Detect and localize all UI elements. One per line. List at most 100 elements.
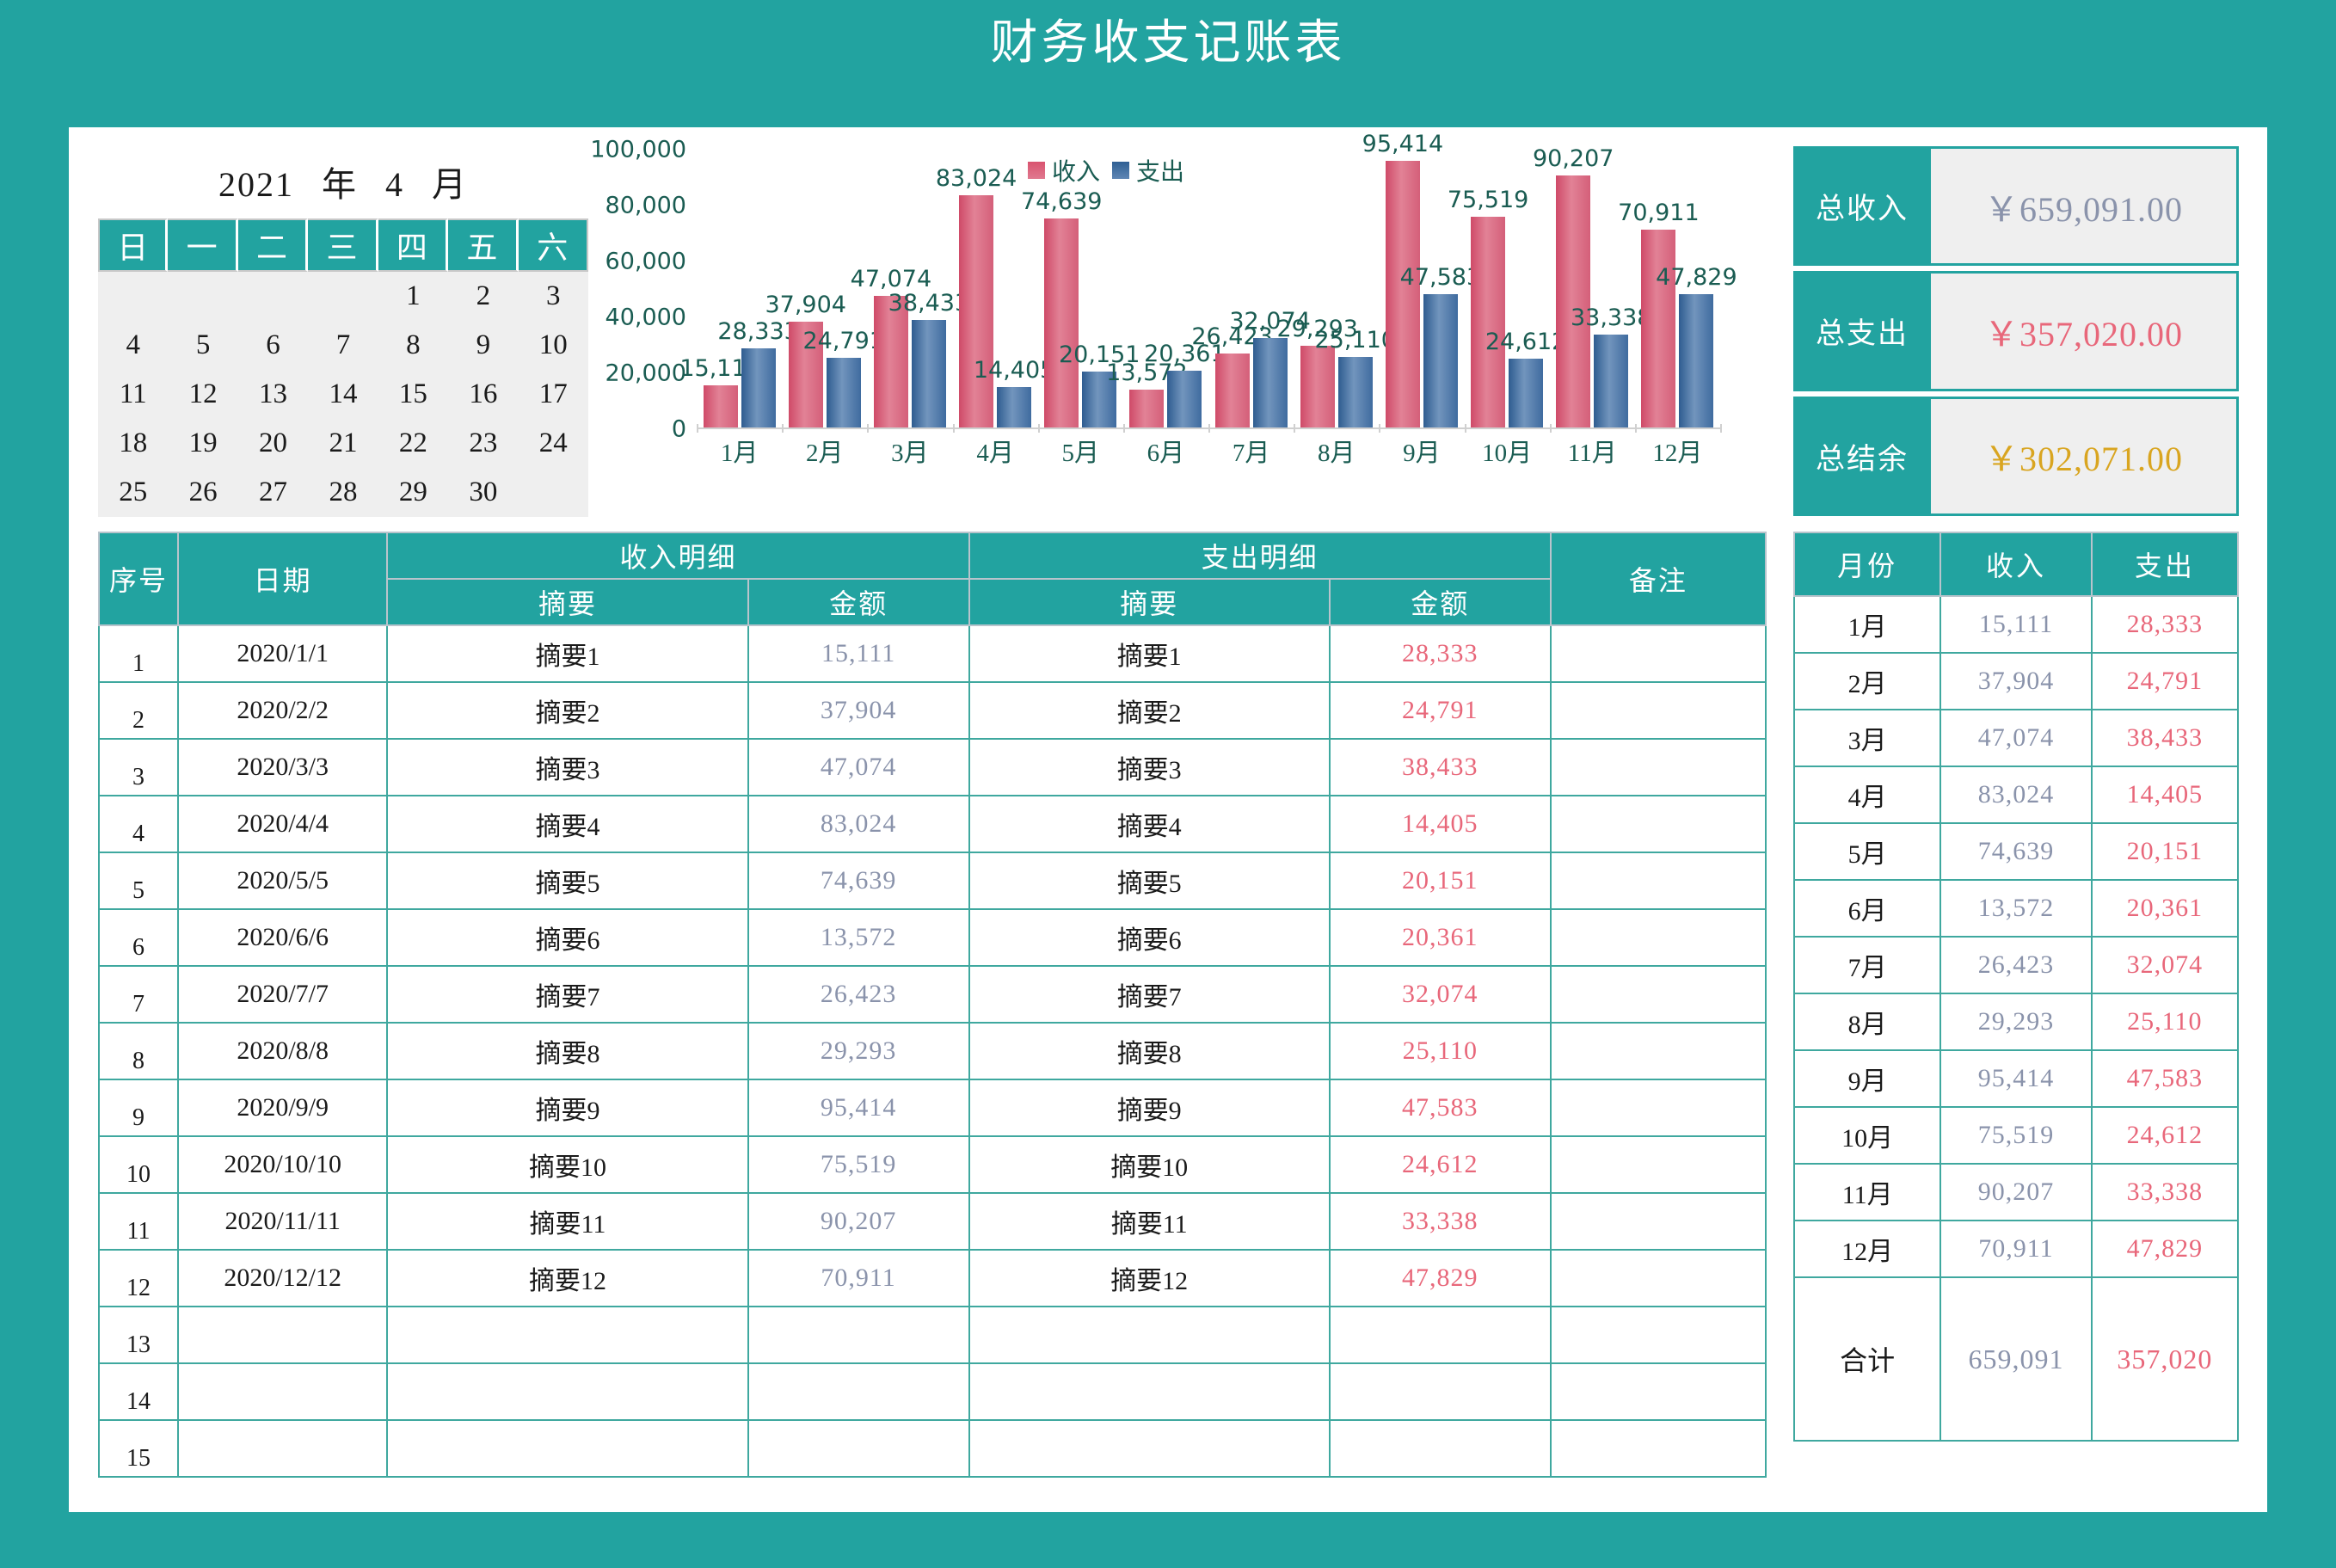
cell-date[interactable] <box>176 1419 389 1478</box>
calendar-day-7[interactable]: 7 <box>308 321 378 370</box>
cell-date[interactable]: 2020/7/7 <box>176 965 389 1024</box>
calendar-day-18[interactable]: 18 <box>98 419 169 468</box>
calendar-day-26[interactable]: 26 <box>168 468 238 517</box>
calendar-day-27[interactable]: 27 <box>237 468 309 517</box>
calendar-day-29[interactable]: 29 <box>378 468 449 517</box>
cell-date[interactable]: 2020/12/12 <box>176 1249 389 1307</box>
cell-note[interactable] <box>1549 1249 1767 1307</box>
cell-expense-summary[interactable]: 摘要9 <box>968 1079 1331 1137</box>
cell-income-summary[interactable] <box>386 1419 749 1478</box>
cell-income-amount[interactable]: 74,639 <box>747 852 970 910</box>
cell-income-amount[interactable]: 83,024 <box>747 795 970 853</box>
cell-income-summary[interactable]: 摘要9 <box>386 1079 749 1137</box>
cell-expense-summary[interactable]: 摘要2 <box>968 681 1331 740</box>
cell-date[interactable] <box>176 1306 389 1364</box>
cell-expense-summary[interactable] <box>968 1419 1331 1478</box>
cell-note[interactable] <box>1549 852 1767 910</box>
cell-note[interactable] <box>1549 908 1767 967</box>
calendar-day-23[interactable]: 23 <box>448 419 519 468</box>
cell-income-summary[interactable]: 摘要5 <box>386 852 749 910</box>
calendar-day-3[interactable]: 3 <box>518 272 588 321</box>
calendar-day-12[interactable]: 12 <box>168 370 238 419</box>
calendar-day-30[interactable]: 30 <box>448 468 519 517</box>
calendar-day-2[interactable]: 2 <box>448 272 519 321</box>
cell-note[interactable] <box>1549 1419 1767 1478</box>
calendar-day-4[interactable]: 4 <box>98 321 169 370</box>
cell-date[interactable]: 2020/3/3 <box>176 738 389 796</box>
cell-expense-amount[interactable]: 47,583 <box>1328 1079 1552 1137</box>
calendar-day-10[interactable]: 10 <box>518 321 588 370</box>
cell-expense-amount[interactable]: 14,405 <box>1328 795 1552 853</box>
cell-income-summary[interactable]: 摘要4 <box>386 795 749 853</box>
cell-income-summary[interactable] <box>386 1306 749 1364</box>
cell-note[interactable] <box>1549 965 1767 1024</box>
cell-expense-amount[interactable]: 24,612 <box>1328 1135 1552 1194</box>
calendar-day-15[interactable]: 15 <box>378 370 449 419</box>
cell-expense-amount[interactable]: 25,110 <box>1328 1022 1552 1080</box>
calendar-day-16[interactable]: 16 <box>448 370 519 419</box>
cell-expense-amount[interactable] <box>1328 1362 1552 1421</box>
calendar-day-17[interactable]: 17 <box>518 370 588 419</box>
cell-note[interactable] <box>1549 624 1767 683</box>
cell-expense-summary[interactable]: 摘要4 <box>968 795 1331 853</box>
cell-expense-amount[interactable]: 33,338 <box>1328 1192 1552 1251</box>
cell-date[interactable]: 2020/5/5 <box>176 852 389 910</box>
cell-expense-summary[interactable]: 摘要1 <box>968 624 1331 683</box>
cell-date[interactable]: 2020/1/1 <box>176 624 389 683</box>
cell-expense-amount[interactable]: 28,333 <box>1328 624 1552 683</box>
calendar-day-25[interactable]: 25 <box>98 468 169 517</box>
calendar-day-5[interactable]: 5 <box>168 321 238 370</box>
calendar-day-13[interactable]: 13 <box>237 370 309 419</box>
cell-expense-summary[interactable] <box>968 1362 1331 1421</box>
cell-income-amount[interactable]: 70,911 <box>747 1249 970 1307</box>
cell-income-amount[interactable]: 95,414 <box>747 1079 970 1137</box>
cell-income-amount[interactable]: 47,074 <box>747 738 970 796</box>
cell-income-amount[interactable] <box>747 1362 970 1421</box>
cell-note[interactable] <box>1549 1306 1767 1364</box>
cell-date[interactable]: 2020/2/2 <box>176 681 389 740</box>
cell-date[interactable]: 2020/4/4 <box>176 795 389 853</box>
cell-expense-amount[interactable]: 47,829 <box>1328 1249 1552 1307</box>
cell-date[interactable]: 2020/11/11 <box>176 1192 389 1251</box>
calendar-day-8[interactable]: 8 <box>378 321 449 370</box>
cell-note[interactable] <box>1549 738 1767 796</box>
calendar-day-1[interactable]: 1 <box>378 272 449 321</box>
cell-note[interactable] <box>1549 1022 1767 1080</box>
calendar-day-28[interactable]: 28 <box>308 468 378 517</box>
cell-expense-summary[interactable]: 摘要5 <box>968 852 1331 910</box>
cell-income-amount[interactable]: 15,111 <box>747 624 970 683</box>
cell-income-amount[interactable]: 13,572 <box>747 908 970 967</box>
cell-expense-summary[interactable]: 摘要11 <box>968 1192 1331 1251</box>
cell-expense-amount[interactable]: 32,074 <box>1328 965 1552 1024</box>
cell-income-summary[interactable]: 摘要11 <box>386 1192 749 1251</box>
cell-income-amount[interactable]: 90,207 <box>747 1192 970 1251</box>
cell-expense-summary[interactable] <box>968 1306 1331 1364</box>
cell-expense-amount[interactable]: 38,433 <box>1328 738 1552 796</box>
cell-expense-summary[interactable]: 摘要10 <box>968 1135 1331 1194</box>
cell-date[interactable]: 2020/8/8 <box>176 1022 389 1080</box>
cell-income-summary[interactable]: 摘要8 <box>386 1022 749 1080</box>
cell-income-summary[interactable]: 摘要10 <box>386 1135 749 1194</box>
cell-income-amount[interactable]: 29,293 <box>747 1022 970 1080</box>
cell-expense-summary[interactable]: 摘要7 <box>968 965 1331 1024</box>
cell-expense-amount[interactable]: 20,361 <box>1328 908 1552 967</box>
cell-income-summary[interactable] <box>386 1362 749 1421</box>
cell-expense-summary[interactable]: 摘要3 <box>968 738 1331 796</box>
cell-income-amount[interactable] <box>747 1419 970 1478</box>
calendar-day-22[interactable]: 22 <box>378 419 449 468</box>
cell-date[interactable]: 2020/9/9 <box>176 1079 389 1137</box>
calendar-day-11[interactable]: 11 <box>98 370 169 419</box>
cell-note[interactable] <box>1549 795 1767 853</box>
cell-expense-amount[interactable]: 24,791 <box>1328 681 1552 740</box>
cell-income-amount[interactable]: 75,519 <box>747 1135 970 1194</box>
cell-note[interactable] <box>1549 1135 1767 1194</box>
cell-income-summary[interactable]: 摘要12 <box>386 1249 749 1307</box>
cell-expense-summary[interactable]: 摘要8 <box>968 1022 1331 1080</box>
cell-income-summary[interactable]: 摘要6 <box>386 908 749 967</box>
calendar-day-24[interactable]: 24 <box>518 419 588 468</box>
cell-expense-summary[interactable]: 摘要6 <box>968 908 1331 967</box>
calendar-day-14[interactable]: 14 <box>308 370 378 419</box>
cell-expense-amount[interactable] <box>1328 1306 1552 1364</box>
cell-note[interactable] <box>1549 681 1767 740</box>
cell-date[interactable] <box>176 1362 389 1421</box>
